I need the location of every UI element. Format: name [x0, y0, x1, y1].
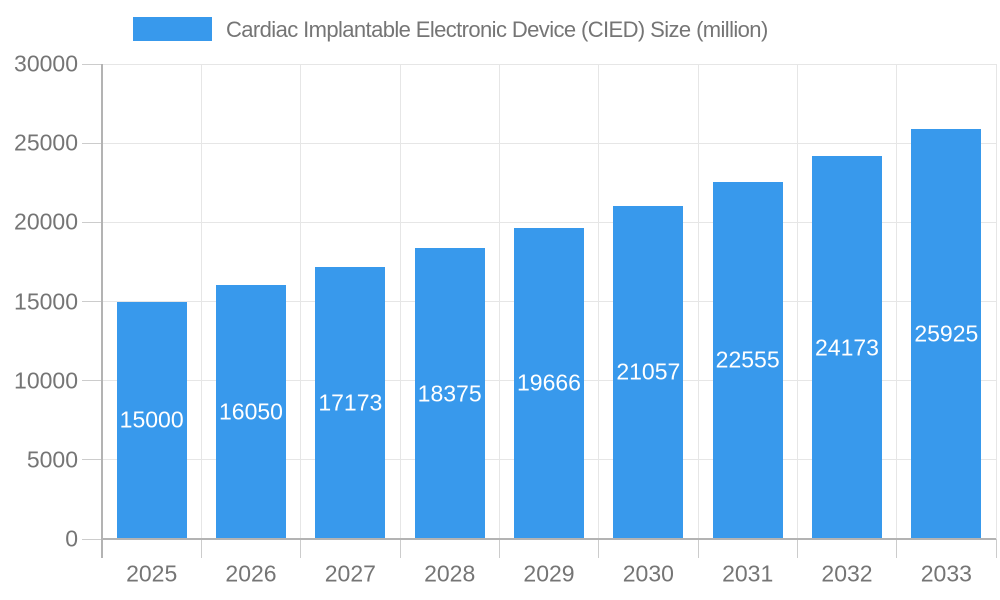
y-tick — [82, 142, 102, 144]
x-tick — [995, 539, 997, 558]
bar-2030[interactable] — [613, 205, 684, 539]
x-tick — [498, 539, 500, 558]
v-gridline — [498, 64, 500, 539]
bar-value-label: 18375 — [417, 380, 482, 407]
x-tick — [598, 539, 600, 558]
x-tick — [697, 539, 699, 558]
bar-2026[interactable] — [216, 284, 286, 539]
v-gridline — [200, 64, 202, 539]
bar-value-label: 22555 — [715, 346, 780, 373]
y-tick — [82, 459, 102, 461]
bar-value-label: 15000 — [119, 406, 184, 433]
y-tick — [82, 63, 102, 65]
bar-value-label: 16050 — [219, 398, 283, 425]
y-axis-label: 15000 — [14, 288, 78, 314]
x-axis-label: 2031 — [722, 560, 774, 587]
y-tick — [82, 538, 102, 540]
x-tick — [300, 539, 302, 558]
x-tick — [796, 539, 798, 558]
x-axis-label: 2025 — [126, 560, 178, 587]
bar-2032[interactable] — [812, 156, 882, 539]
v-gridline — [796, 64, 798, 539]
x-tick — [399, 539, 401, 558]
bar-2028[interactable] — [414, 248, 485, 539]
bar-2033[interactable] — [911, 128, 982, 539]
v-gridline — [300, 64, 302, 539]
x-axis-label: 2029 — [523, 560, 575, 587]
bar-value-label: 21057 — [616, 358, 681, 385]
y-axis-label: 25000 — [14, 129, 78, 156]
x-axis-label: 2026 — [225, 560, 277, 587]
y-tick — [82, 380, 102, 382]
x-axis-label: 2030 — [622, 560, 674, 587]
bar-2027[interactable] — [315, 267, 386, 539]
y-tick — [82, 301, 102, 302]
x-axis-label: 2027 — [324, 560, 376, 587]
x-axis-label: 2032 — [821, 560, 873, 587]
h-gridline — [102, 63, 996, 65]
h-gridline — [102, 142, 996, 144]
y-axis-label: 0 — [65, 525, 78, 552]
bar-value-label: 19666 — [517, 369, 581, 396]
bar-value-label: 24173 — [815, 334, 879, 361]
x-axis-label: 2033 — [920, 560, 972, 587]
x-tick — [896, 539, 898, 558]
v-gridline — [399, 64, 401, 539]
bar-2031[interactable] — [712, 181, 783, 539]
y-axis-label: 5000 — [26, 446, 78, 473]
x-axis-label: 2028 — [424, 560, 476, 587]
legend-swatch — [133, 17, 212, 41]
x-axis-line — [102, 538, 996, 540]
bar-2029[interactable] — [514, 227, 584, 539]
y-axis-label: 20000 — [14, 208, 78, 235]
v-gridline — [896, 64, 898, 539]
y-axis-line — [101, 64, 103, 558]
y-axis-label: 10000 — [14, 367, 78, 394]
h-gridline — [102, 221, 996, 223]
bar-value-label: 25925 — [914, 320, 979, 347]
y-axis-label: 30000 — [14, 50, 78, 77]
bar-value-label: 17173 — [318, 389, 383, 416]
v-gridline — [697, 64, 699, 539]
v-gridline — [598, 64, 600, 539]
y-tick — [82, 221, 102, 223]
legend-label: Cardiac Implantable Electronic Device (C… — [226, 17, 768, 42]
x-tick — [200, 539, 202, 558]
bar-2025[interactable] — [116, 301, 187, 539]
v-gridline — [995, 64, 997, 539]
